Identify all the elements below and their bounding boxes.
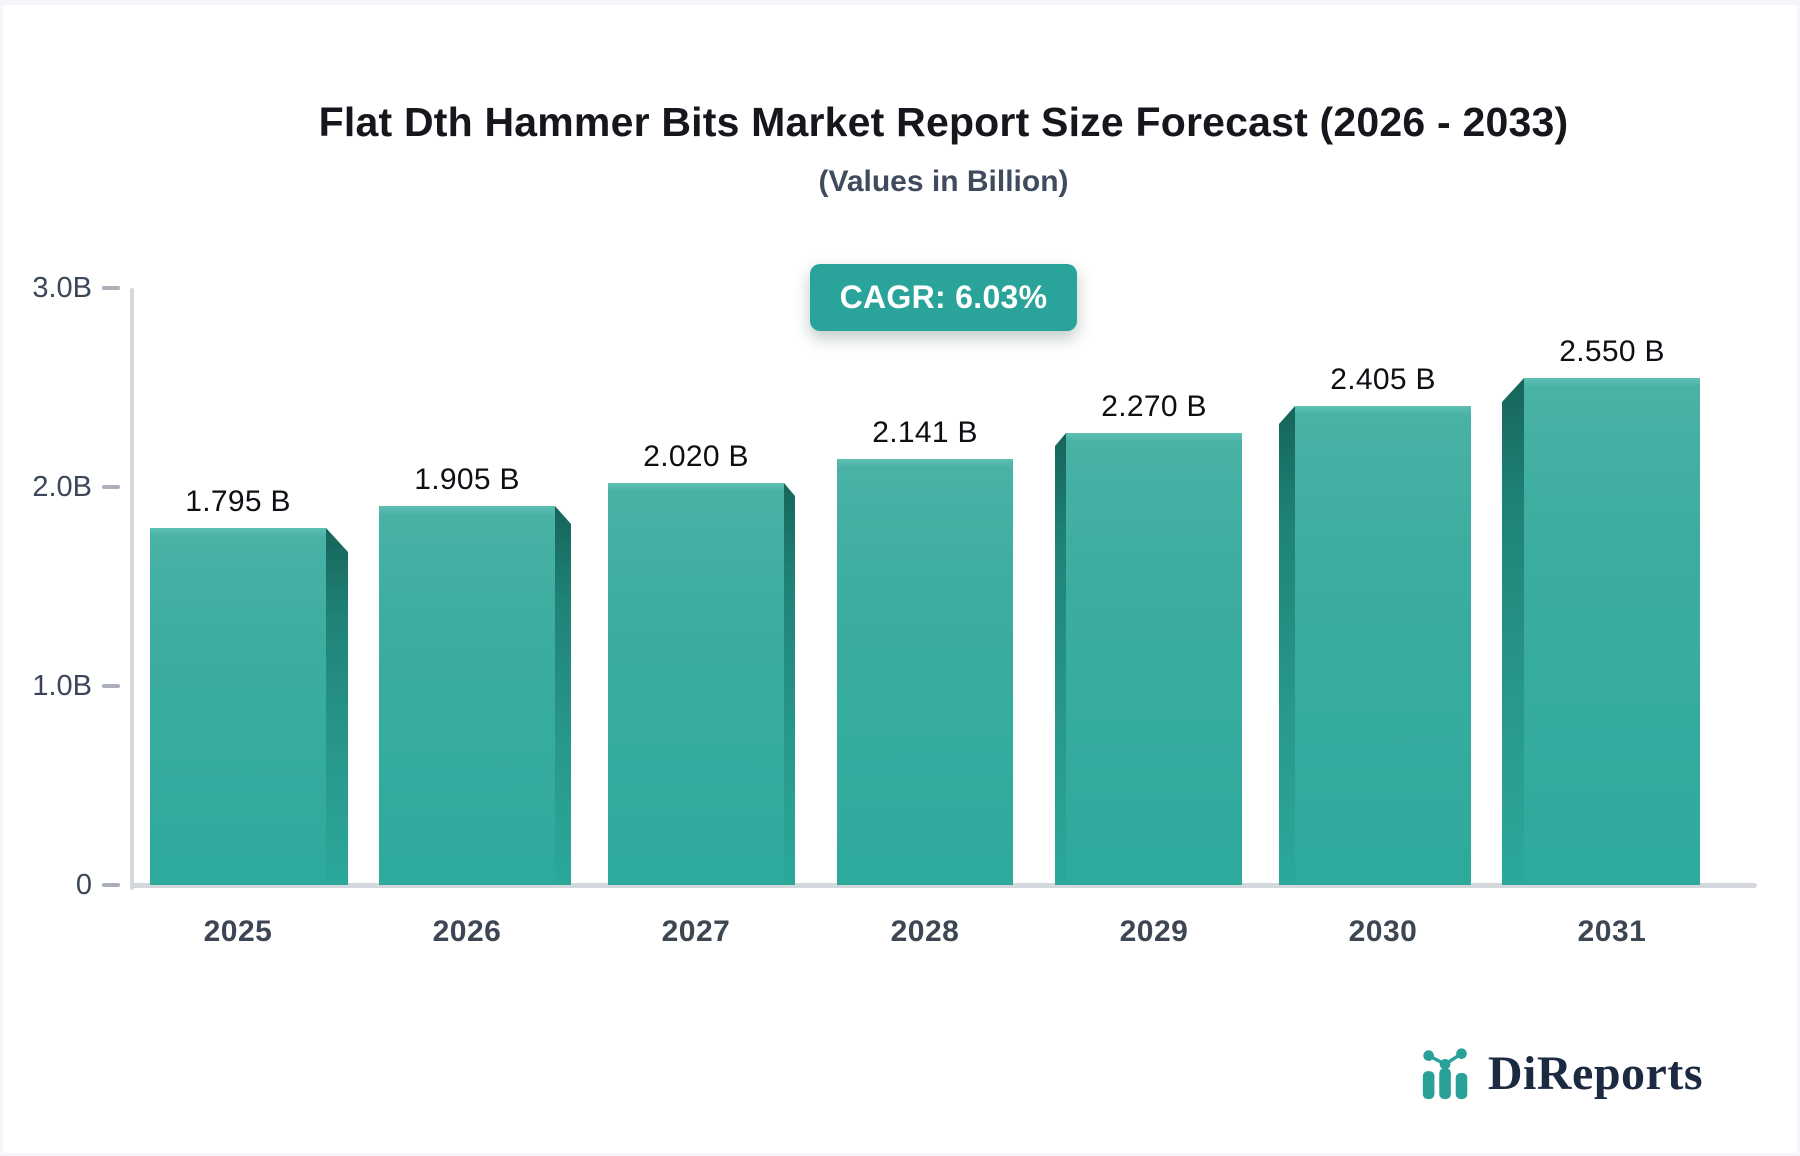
y-axis-tick-label: 0 xyxy=(75,869,92,901)
bar-side-face xyxy=(326,528,348,885)
y-axis-tick xyxy=(102,286,120,290)
y-axis-tick xyxy=(102,684,120,688)
x-axis-label: 2030 xyxy=(1348,915,1418,948)
bar-line-chart-icon xyxy=(1422,1048,1468,1100)
bar-value-label: 1.905 B xyxy=(414,463,520,496)
bar-value-label: 2.141 B xyxy=(872,416,978,449)
bar-side-face xyxy=(1055,433,1066,885)
brand-name: DiReports xyxy=(1487,1046,1703,1100)
x-axis-label: 2031 xyxy=(1577,915,1647,948)
y-axis-line xyxy=(130,288,134,890)
bar[interactable] xyxy=(1066,433,1242,885)
bar[interactable] xyxy=(837,459,1013,885)
bar[interactable] xyxy=(1295,406,1471,885)
bar[interactable] xyxy=(379,506,555,885)
x-axis-label: 2028 xyxy=(890,915,960,948)
bar[interactable] xyxy=(150,528,326,885)
y-axis-tick-label: 2.0B xyxy=(32,471,92,503)
chart-subtitle: (Values in Billion) xyxy=(818,165,1069,198)
brand-logo: DiReports xyxy=(1418,1044,1703,1102)
page-frame-left xyxy=(0,0,3,1156)
y-axis-tick xyxy=(102,485,120,489)
page-frame-top xyxy=(0,0,1800,5)
y-axis-tick xyxy=(102,883,120,887)
bar[interactable] xyxy=(608,483,784,885)
bar-side-face xyxy=(555,506,571,885)
x-axis-label: 2027 xyxy=(661,915,731,948)
bar-side-face xyxy=(1502,378,1524,885)
x-axis-label: 2025 xyxy=(203,915,273,948)
y-axis-tick-label: 1.0B xyxy=(32,670,92,702)
y-axis-tick-label: 3.0B xyxy=(32,272,92,304)
chart-header: Flat Dth Hammer Bits Market Report Size … xyxy=(130,98,1757,198)
chart-title: Flat Dth Hammer Bits Market Report Size … xyxy=(318,99,1569,145)
bar-side-face xyxy=(1279,406,1295,885)
bar-value-label: 1.795 B xyxy=(185,485,291,518)
x-axis-label: 2026 xyxy=(432,915,502,948)
cagr-badge: CAGR: 6.03% xyxy=(809,264,1078,331)
bar-value-label: 2.020 B xyxy=(643,440,749,473)
bar-value-label: 2.270 B xyxy=(1101,390,1207,423)
bar-value-label: 2.405 B xyxy=(1330,363,1436,396)
bar-value-label: 2.550 B xyxy=(1559,335,1665,368)
bar-side-face xyxy=(784,483,795,885)
x-axis-label: 2029 xyxy=(1119,915,1189,948)
bar[interactable] xyxy=(1524,378,1700,885)
cagr-badge-row: CAGR: 6.03% xyxy=(130,264,1757,331)
x-axis-line xyxy=(130,883,1757,888)
